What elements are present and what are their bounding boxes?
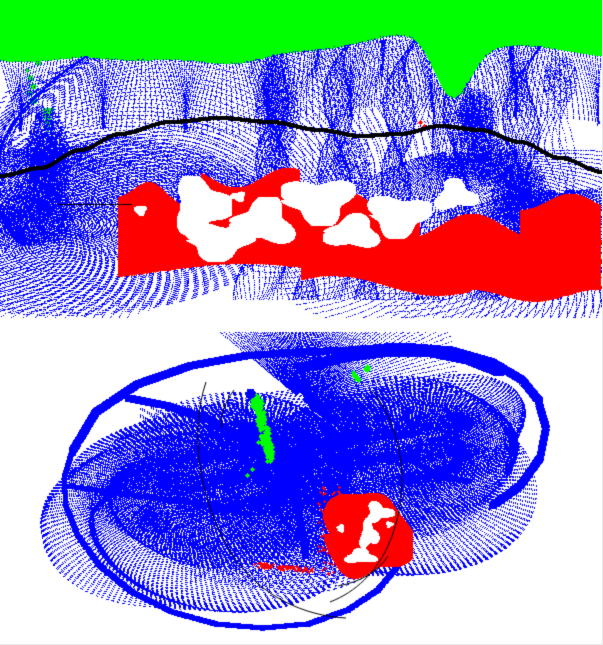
visualization-figure xyxy=(0,0,603,645)
plot-canvas xyxy=(0,0,603,645)
